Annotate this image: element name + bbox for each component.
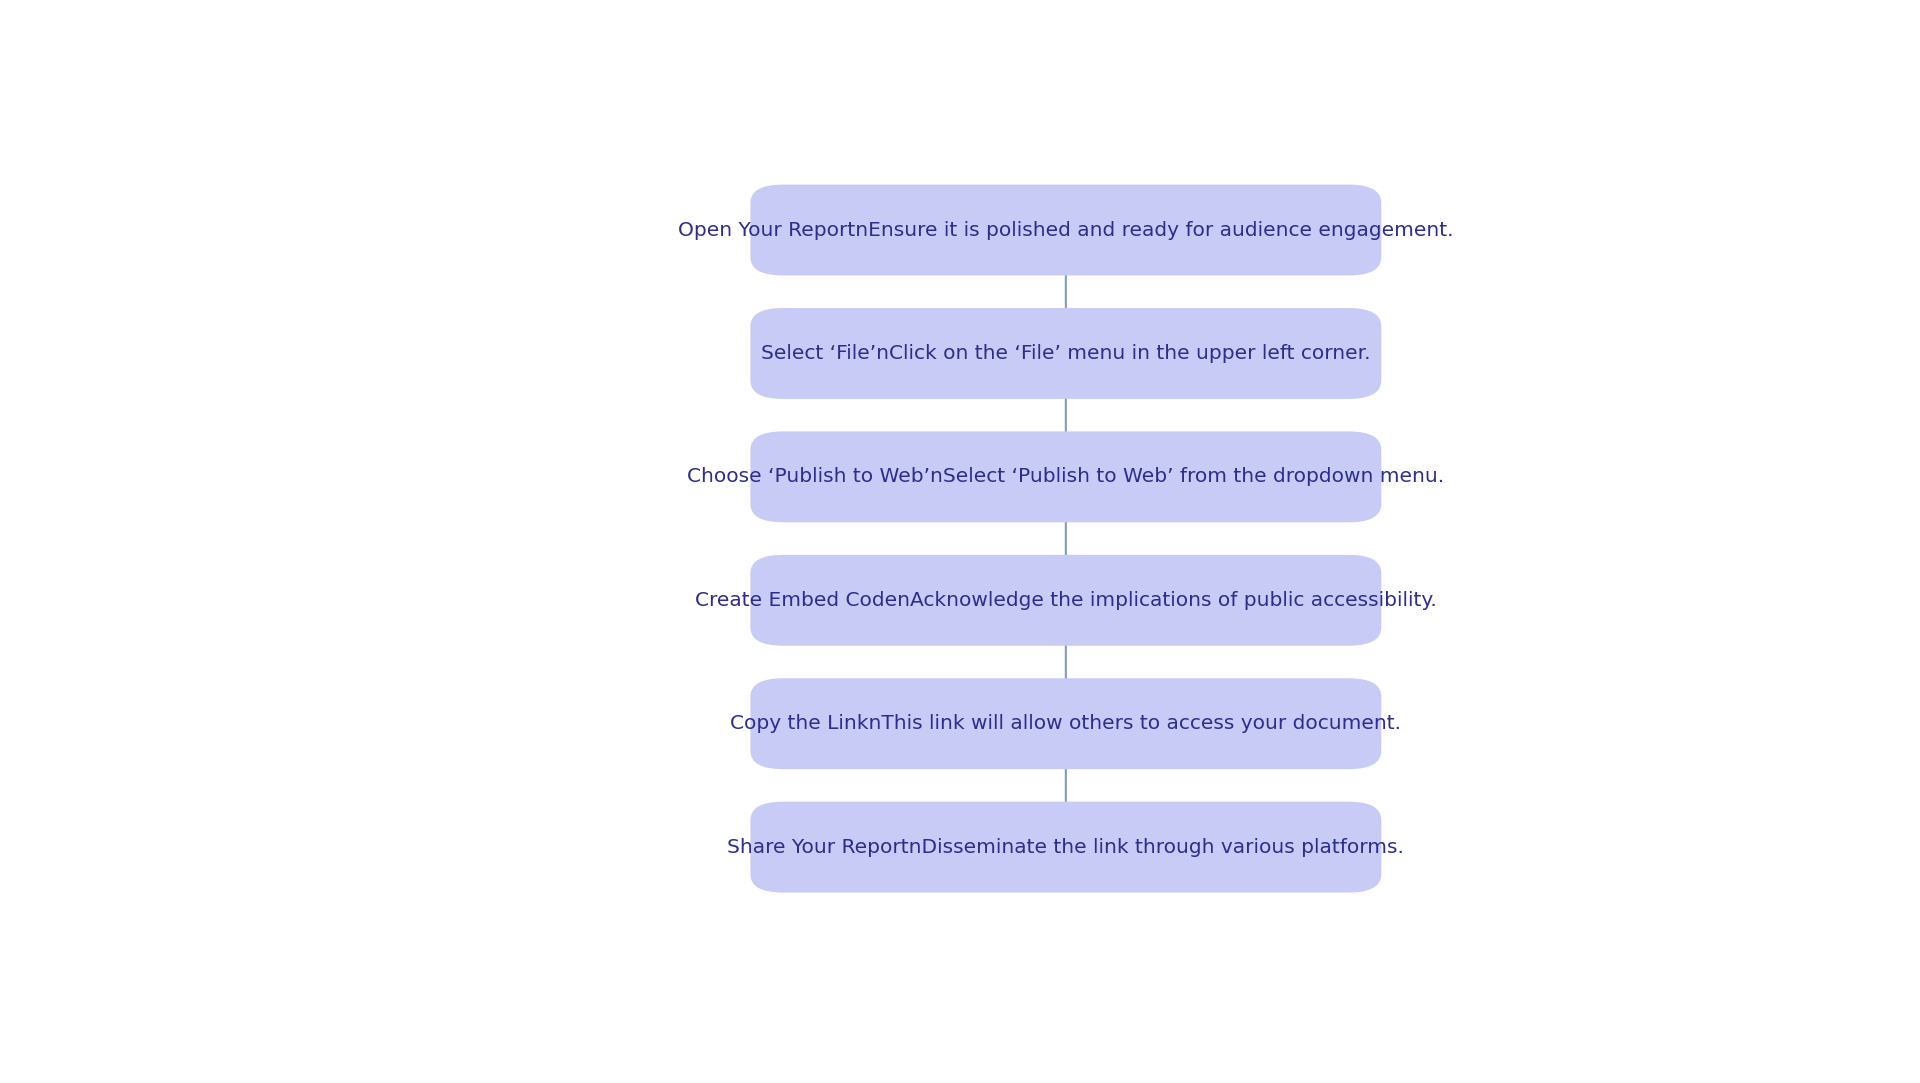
Text: Open Your ReportnEnsure it is polished and ready for audience engagement.: Open Your ReportnEnsure it is polished a…: [678, 221, 1453, 239]
FancyBboxPatch shape: [751, 184, 1380, 275]
Text: Copy the LinknThis link will allow others to access your document.: Copy the LinknThis link will allow other…: [730, 714, 1402, 733]
Text: Choose ‘Publish to Web’nSelect ‘Publish to Web’ from the dropdown menu.: Choose ‘Publish to Web’nSelect ‘Publish …: [687, 468, 1444, 486]
FancyBboxPatch shape: [751, 431, 1380, 522]
FancyBboxPatch shape: [751, 678, 1380, 769]
Text: Select ‘File’nClick on the ‘File’ menu in the upper left corner.: Select ‘File’nClick on the ‘File’ menu i…: [760, 344, 1371, 363]
FancyBboxPatch shape: [751, 801, 1380, 892]
FancyBboxPatch shape: [751, 554, 1380, 645]
Text: Share Your ReportnDisseminate the link through various platforms.: Share Your ReportnDisseminate the link t…: [728, 837, 1404, 857]
Text: Create Embed CodenAcknowledge the implications of public accessibility.: Create Embed CodenAcknowledge the implic…: [695, 591, 1436, 610]
FancyBboxPatch shape: [751, 308, 1380, 399]
